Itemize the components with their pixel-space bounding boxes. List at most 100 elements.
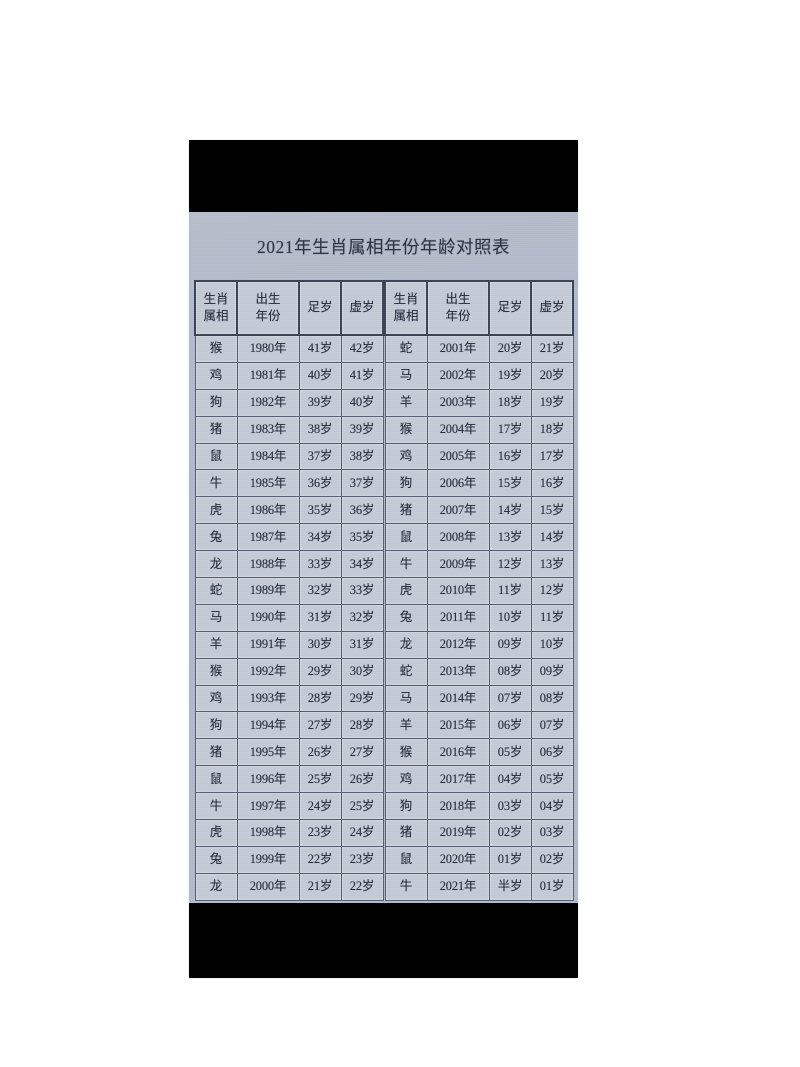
- cell-birth-year: 2006年: [426, 469, 490, 498]
- cell-zodiac: 兔: [194, 845, 238, 874]
- table-row: 虎 1986年 35岁 36岁: [194, 496, 384, 525]
- table-row: 马 2014年 07岁 08岁: [384, 684, 574, 713]
- cell-nominal-age: 37岁: [340, 469, 384, 498]
- cell-real-age: 17岁: [488, 415, 532, 444]
- cell-birth-year: 2015年: [426, 711, 490, 740]
- cell-nominal-age: 26岁: [340, 765, 384, 794]
- table-header-right: 生肖 属相 出生 年份 足岁 虚岁: [384, 280, 574, 336]
- cell-birth-year: 1996年: [236, 765, 300, 794]
- cell-real-age: 14岁: [488, 496, 532, 525]
- table-header-left: 生肖 属相 出生 年份 足岁 虚岁: [194, 280, 384, 336]
- cell-nominal-age: 29岁: [340, 684, 384, 713]
- table-row: 猴 1992年 29岁 30岁: [194, 657, 384, 686]
- cell-birth-year: 2016年: [426, 738, 490, 767]
- cell-nominal-age: 02岁: [530, 845, 574, 874]
- cell-birth-year: 1999年: [236, 845, 300, 874]
- cell-real-age: 26岁: [298, 738, 342, 767]
- cell-zodiac: 马: [384, 361, 428, 390]
- cell-real-age: 39岁: [298, 388, 342, 417]
- cell-birth-year: 2012年: [426, 630, 490, 659]
- cell-birth-year: 1981年: [236, 361, 300, 390]
- column-header-zodiac: 生肖 属相: [384, 280, 428, 336]
- cell-real-age: 33岁: [298, 550, 342, 579]
- cell-real-age: 25岁: [298, 765, 342, 794]
- cell-birth-year: 1983年: [236, 415, 300, 444]
- table-row: 鼠 1984年 37岁 38岁: [194, 442, 384, 471]
- table-row: 龙 1988年 33岁 34岁: [194, 550, 384, 579]
- cell-zodiac: 猴: [194, 334, 238, 363]
- table-row: 兔 1987年 34岁 35岁: [194, 523, 384, 552]
- header-zodiac-line2: 属相: [393, 309, 419, 323]
- cell-nominal-age: 13岁: [530, 550, 574, 579]
- table-row: 虎 1998年 23岁 24岁: [194, 819, 384, 847]
- table-row: 狗 2018年 03岁 04岁: [384, 792, 574, 821]
- cell-birth-year: 2020年: [426, 845, 490, 874]
- cell-birth-year: 1997年: [236, 792, 300, 821]
- table-row: 猪 2019年 02岁 03岁: [384, 819, 574, 847]
- cell-real-age: 38岁: [298, 415, 342, 444]
- cell-zodiac: 蛇: [384, 657, 428, 686]
- cell-birth-year: 1987年: [236, 523, 300, 552]
- table-row: 蛇 2013年 08岁 09岁: [384, 657, 574, 686]
- photo-frame: 2021年生肖属相年份年龄对照表 生肖 属相 出生: [189, 140, 578, 978]
- table-row: 牛 1985年 36岁 37岁: [194, 469, 384, 498]
- cell-real-age: 19岁: [488, 361, 532, 390]
- cell-birth-year: 1982年: [236, 388, 300, 417]
- cell-real-age: 04岁: [488, 765, 532, 794]
- cell-zodiac: 牛: [194, 469, 238, 498]
- table-row: 鸡 2005年 16岁 17岁: [384, 442, 574, 471]
- header-year-line1: 出生: [255, 292, 281, 307]
- table-row: 牛 2021年 半岁 01岁: [384, 872, 574, 901]
- zodiac-age-table-right: 生肖 属相 出生 年份 足岁 虚岁 蛇 2001年 20岁 21岁马 2002年 19岁 2…: [384, 280, 574, 901]
- cell-nominal-age: 06岁: [530, 738, 574, 767]
- cell-real-age: 09岁: [488, 630, 532, 659]
- cell-birth-year: 2007年: [426, 496, 490, 525]
- cell-real-age: 05岁: [488, 738, 532, 767]
- cell-birth-year: 1991年: [236, 630, 300, 659]
- cell-birth-year: 1998年: [236, 819, 300, 847]
- cell-zodiac: 狗: [384, 792, 428, 821]
- cell-birth-year: 2019年: [426, 819, 490, 847]
- cell-nominal-age: 01岁: [530, 872, 574, 901]
- cell-zodiac: 马: [194, 603, 238, 632]
- cell-real-age: 02岁: [488, 819, 532, 847]
- cell-nominal-age: 19岁: [530, 388, 574, 417]
- table-row: 羊 2003年 18岁 19岁: [384, 388, 574, 417]
- cell-real-age: 03岁: [488, 792, 532, 821]
- cell-real-age: 20岁: [488, 334, 532, 363]
- cell-real-age: 15岁: [488, 469, 532, 498]
- cell-nominal-age: 20岁: [530, 361, 574, 390]
- header-row: 生肖 属相 出生 年份 足岁 虚岁: [194, 280, 384, 336]
- table-row: 猴 2004年 17岁 18岁: [384, 415, 574, 444]
- cell-zodiac: 龙: [384, 630, 428, 659]
- tables-container: 生肖 属相 出生 年份 足岁 虚岁 猴 1980年 41岁 42岁鸡 1981年 40岁 4…: [194, 280, 574, 901]
- cell-nominal-age: 12岁: [530, 577, 574, 605]
- cell-birth-year: 2003年: [426, 388, 490, 417]
- cell-zodiac: 羊: [384, 711, 428, 740]
- cell-nominal-age: 42岁: [340, 334, 384, 363]
- cell-real-age: 37岁: [298, 442, 342, 471]
- table-row: 猪 1995年 26岁 27岁: [194, 738, 384, 767]
- cell-zodiac: 鸡: [194, 684, 238, 713]
- cell-nominal-age: 40岁: [340, 388, 384, 417]
- cell-nominal-age: 14岁: [530, 523, 574, 552]
- cell-real-age: 18岁: [488, 388, 532, 417]
- cell-real-age: 06岁: [488, 711, 532, 740]
- column-header-nominal-age: 虚岁: [530, 280, 574, 336]
- cell-zodiac: 鼠: [384, 523, 428, 552]
- cell-zodiac: 狗: [384, 469, 428, 498]
- cell-real-age: 40岁: [298, 361, 342, 390]
- cell-nominal-age: 03岁: [530, 819, 574, 847]
- column-header-real-age: 足岁: [488, 280, 532, 336]
- cell-zodiac: 虎: [194, 819, 238, 847]
- table-row: 猪 1983年 38岁 39岁: [194, 415, 384, 444]
- cell-zodiac: 猪: [384, 496, 428, 525]
- cell-nominal-age: 24岁: [340, 819, 384, 847]
- cell-real-age: 30岁: [298, 630, 342, 659]
- cell-zodiac: 猴: [194, 657, 238, 686]
- cell-zodiac: 龙: [194, 550, 238, 579]
- table-row: 鸡 2017年 04岁 05岁: [384, 765, 574, 794]
- table-body-left: 猴 1980年 41岁 42岁鸡 1981年 40岁 41岁狗 1982年 39岁 40岁猪 198…: [194, 334, 384, 901]
- cell-birth-year: 1986年: [236, 496, 300, 525]
- table-row: 羊 1991年 30岁 31岁: [194, 630, 384, 659]
